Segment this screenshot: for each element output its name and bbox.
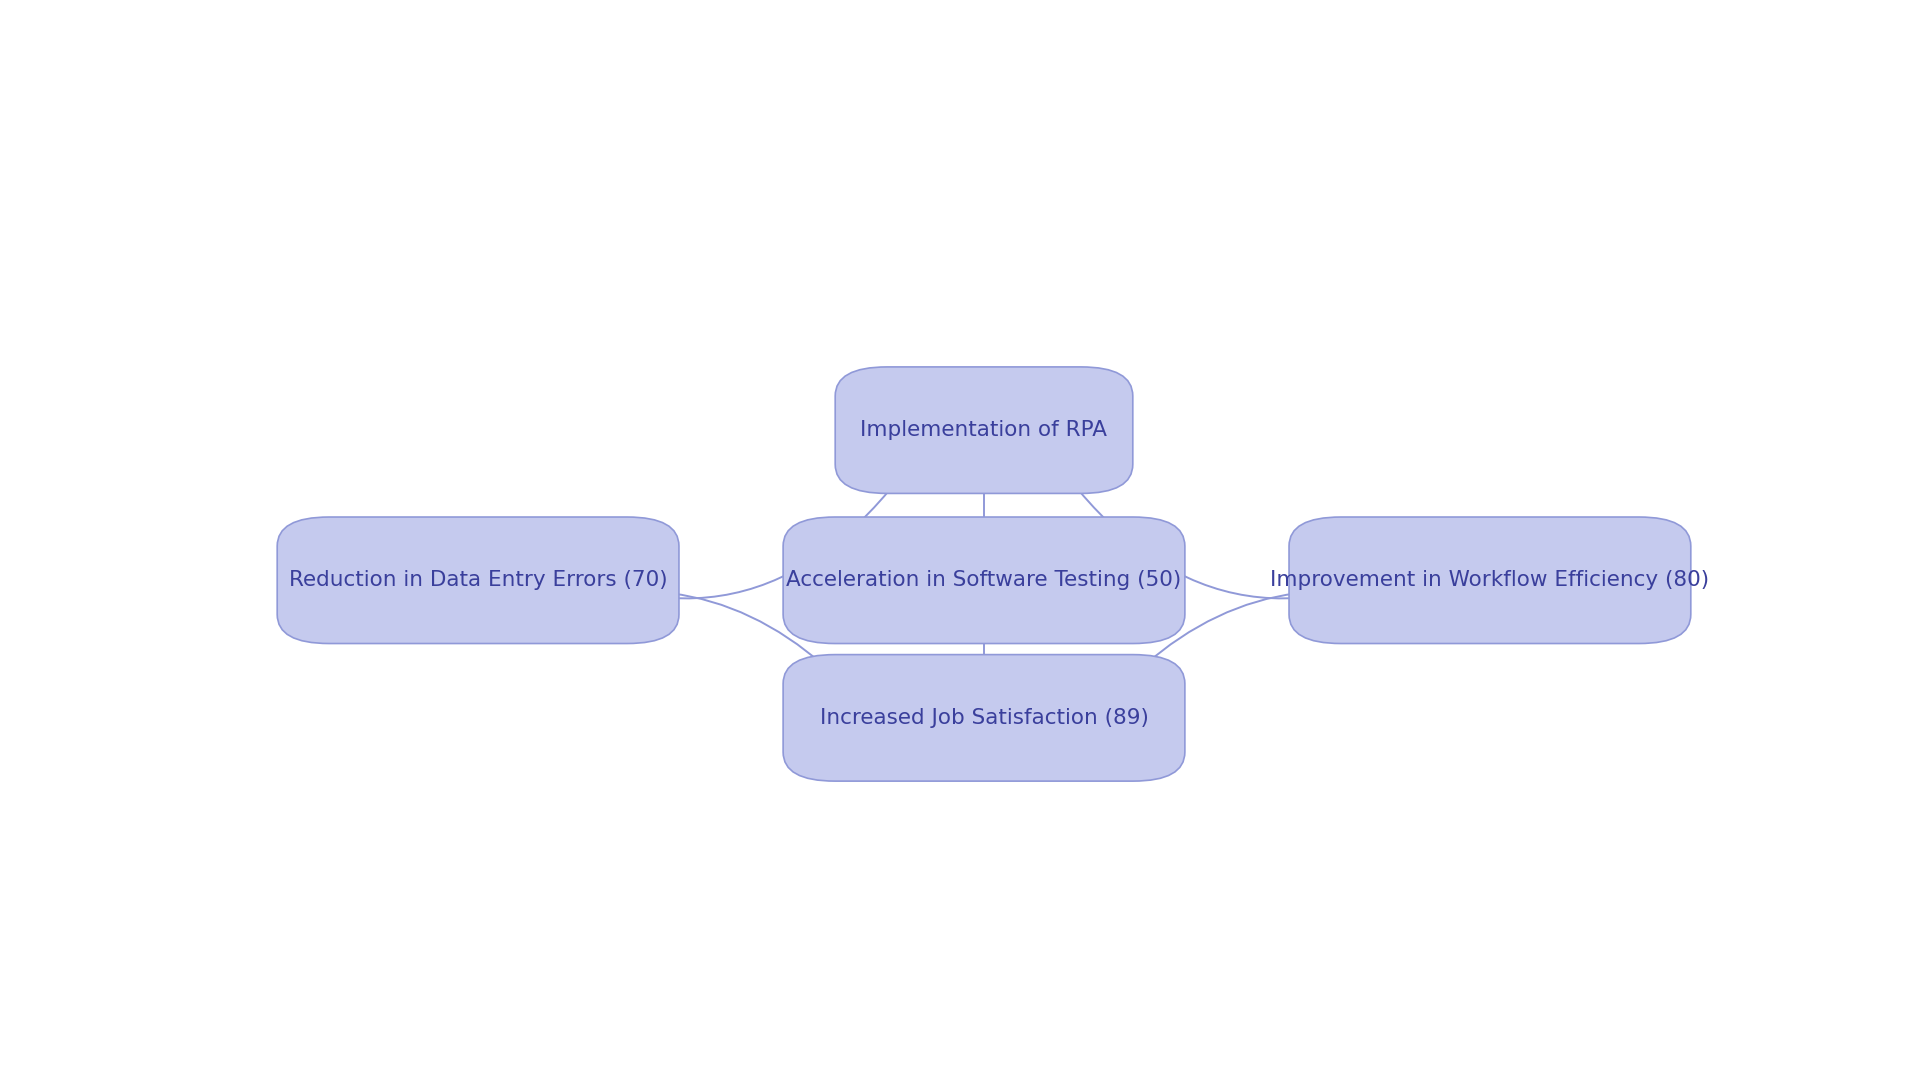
FancyBboxPatch shape: [783, 517, 1185, 643]
Text: Acceleration in Software Testing (50): Acceleration in Software Testing (50): [787, 571, 1181, 590]
Text: Reduction in Data Entry Errors (70): Reduction in Data Entry Errors (70): [288, 571, 668, 590]
FancyBboxPatch shape: [783, 654, 1185, 781]
FancyBboxPatch shape: [1288, 517, 1692, 643]
Text: Increased Job Satisfaction (89): Increased Job Satisfaction (89): [820, 708, 1148, 728]
Text: Implementation of RPA: Implementation of RPA: [860, 420, 1108, 440]
Text: Improvement in Workflow Efficiency (80): Improvement in Workflow Efficiency (80): [1271, 571, 1709, 590]
FancyBboxPatch shape: [276, 517, 680, 643]
FancyBboxPatch shape: [835, 367, 1133, 494]
